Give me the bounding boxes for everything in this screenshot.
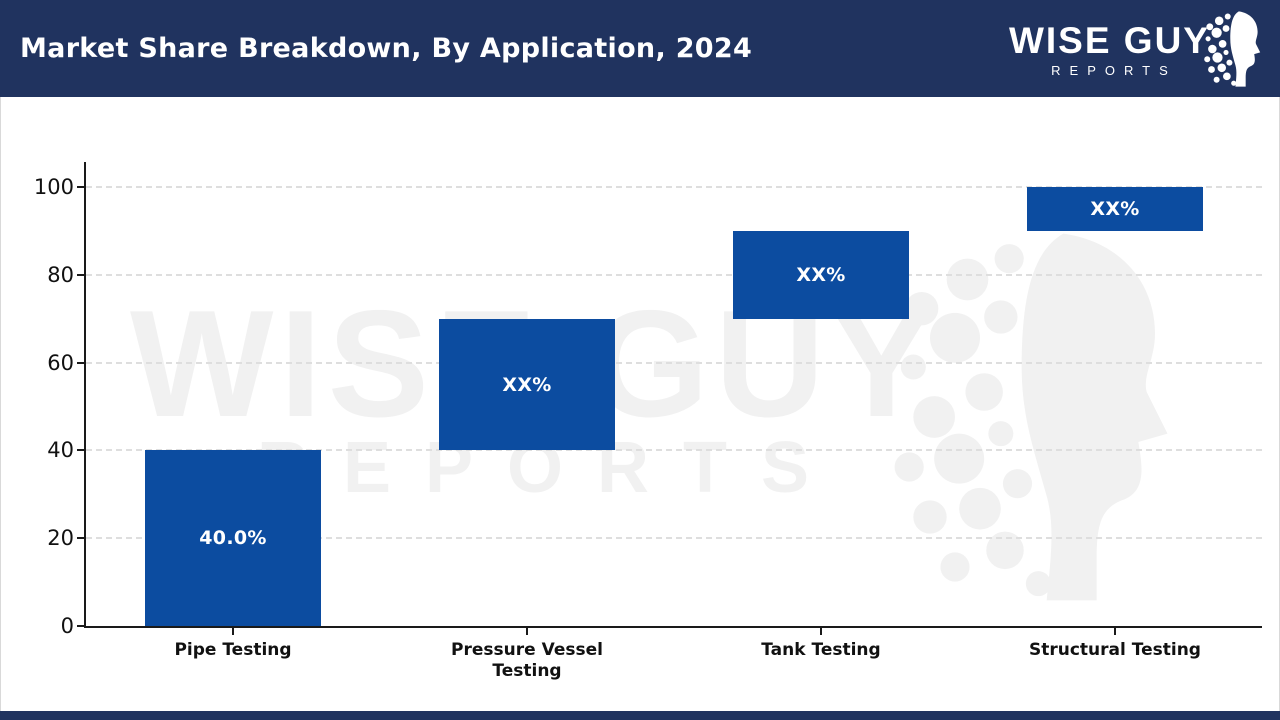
logo-wordmark: WISE GUY [1008,19,1210,61]
y-axis-tick-label: 20 [47,526,74,551]
gridline [86,537,1262,540]
x-axis-label-line: Testing [492,661,562,681]
x-axis-label-line: Tank Testing [761,640,881,660]
header-bar: Market Share Breakdown, By Application, … [0,0,1280,97]
x-axis-tick [526,628,528,635]
gridline [86,449,1262,452]
x-axis-tick [232,628,234,635]
x-axis-tick [1114,628,1116,635]
y-axis-tick [77,537,85,540]
chart-title: Market Share Breakdown, By Application, … [20,33,753,64]
y-axis-tick-label: 40 [47,438,74,463]
bar-pressure-vessel-testing: XX% [439,318,615,451]
bar-pipe-testing: 40.0% [145,450,321,626]
wiseguy-head-watermark-icon [894,233,1168,601]
logo-reports-text: REPORTS [1051,62,1177,78]
wiseguy-head-icon [1204,11,1261,87]
gridline [86,361,1262,364]
x-axis-category-label: Structural Testing [995,640,1235,661]
y-axis-tick-label: 80 [47,262,74,287]
y-axis-tick [77,625,85,627]
x-axis-category-label: Pressure Vessel Testing [407,640,647,682]
gridline [86,273,1262,276]
bar-value-label: XX% [1090,197,1140,220]
y-axis-tick-label: 0 [60,614,74,638]
logo-text: WISE GUY REPORTS [1008,19,1210,78]
x-axis-line [84,626,1262,628]
y-axis-line [84,162,86,628]
y-axis-tick-label: 100 [33,175,74,199]
x-axis-category-label: Tank Testing [701,640,941,661]
bar-value-label: 40.0% [199,527,267,550]
bar-value-label: XX% [796,263,846,286]
bar-structural-testing: XX% [1027,187,1203,231]
bar-value-label: XX% [502,373,552,396]
footer-bar [0,711,1280,720]
y-axis-tick [77,186,85,188]
y-axis-tick [77,361,85,364]
x-axis-label-line: Pipe Testing [174,640,292,660]
bar-tank-testing: XX% [733,230,909,319]
x-axis-label-line: Structural Testing [1029,640,1201,660]
wiseguy-logo: WISE GUY REPORTS [1009,8,1264,90]
y-axis-tick [77,273,85,276]
y-axis-tick-label: 60 [47,350,74,375]
x-axis-category-label: Pipe Testing [113,640,353,661]
y-axis-tick [77,449,85,452]
gridline [86,186,1262,188]
x-axis-label-line: Pressure Vessel [451,640,603,660]
x-axis-tick [820,628,822,635]
